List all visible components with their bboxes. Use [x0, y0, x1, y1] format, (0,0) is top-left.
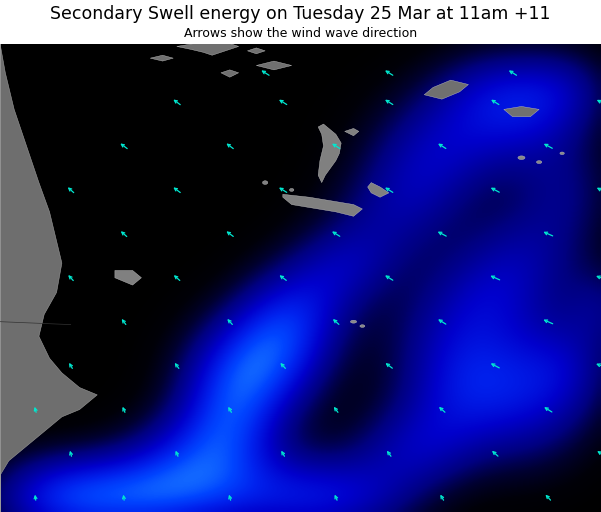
- Ellipse shape: [263, 181, 268, 184]
- Ellipse shape: [350, 320, 356, 323]
- Polygon shape: [248, 48, 265, 54]
- Polygon shape: [150, 55, 173, 61]
- Polygon shape: [318, 124, 341, 183]
- Polygon shape: [0, 44, 97, 512]
- Polygon shape: [345, 129, 359, 136]
- Ellipse shape: [537, 161, 542, 163]
- Text: Secondary Swell energy on Tuesday 25 Mar at 11am +11: Secondary Swell energy on Tuesday 25 Mar…: [50, 5, 551, 23]
- Polygon shape: [424, 80, 468, 99]
- Polygon shape: [115, 270, 141, 285]
- Polygon shape: [283, 195, 362, 216]
- Polygon shape: [504, 106, 539, 117]
- Polygon shape: [177, 42, 239, 55]
- Polygon shape: [221, 70, 239, 77]
- Ellipse shape: [560, 152, 564, 155]
- Text: Arrows show the wind wave direction: Arrows show the wind wave direction: [184, 28, 417, 40]
- Ellipse shape: [360, 325, 365, 327]
- Ellipse shape: [290, 188, 294, 191]
- Ellipse shape: [518, 156, 525, 160]
- Polygon shape: [256, 61, 291, 70]
- Polygon shape: [368, 183, 389, 197]
